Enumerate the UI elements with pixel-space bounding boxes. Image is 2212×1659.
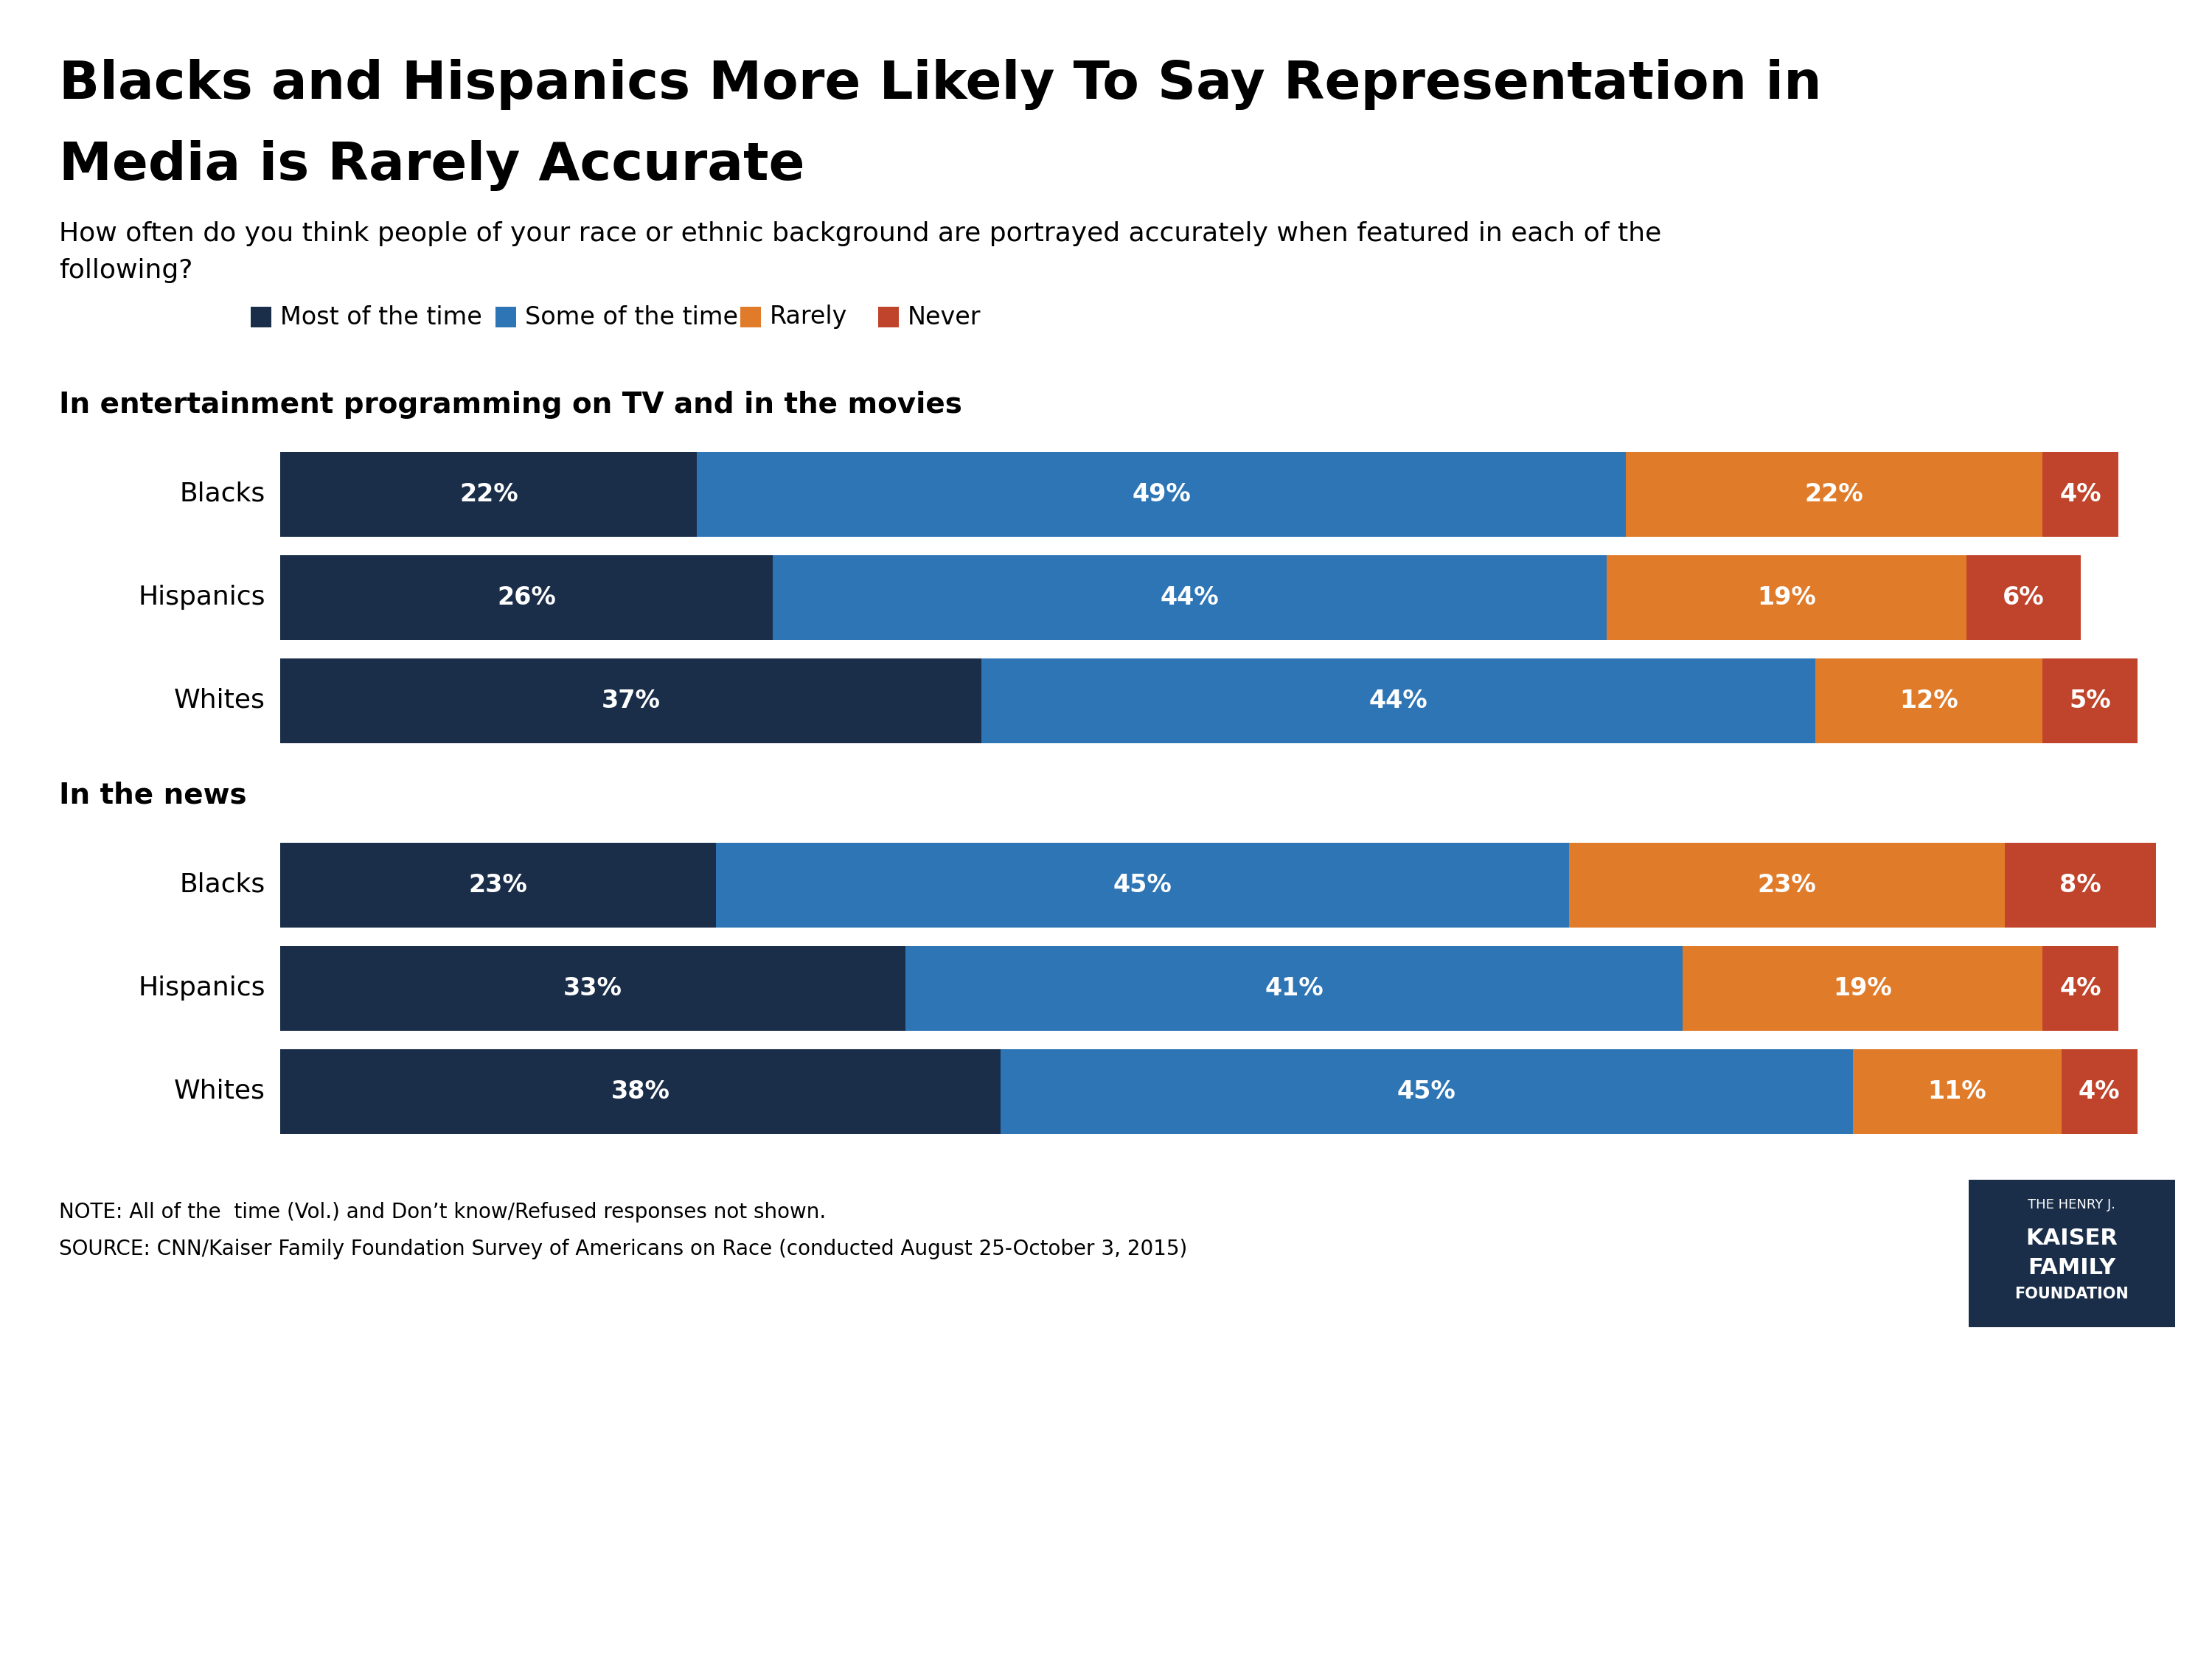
Text: Blacks: Blacks bbox=[179, 873, 265, 898]
Text: 44%: 44% bbox=[1161, 586, 1219, 609]
Text: 22%: 22% bbox=[1805, 481, 1863, 506]
Text: Most of the time: Most of the time bbox=[281, 305, 482, 328]
Text: Media is Rarely Accurate: Media is Rarely Accurate bbox=[60, 139, 805, 191]
Bar bbox=[250, 307, 272, 327]
Text: Whites: Whites bbox=[175, 1078, 265, 1103]
Text: 4%: 4% bbox=[2059, 481, 2101, 506]
Text: 6%: 6% bbox=[2002, 586, 2044, 609]
Text: 19%: 19% bbox=[1834, 975, 1891, 1000]
Bar bbox=[697, 451, 1626, 536]
Bar bbox=[1966, 554, 2079, 640]
Bar bbox=[741, 307, 761, 327]
Text: 49%: 49% bbox=[1133, 481, 1190, 506]
Text: Whites: Whites bbox=[175, 688, 265, 713]
Text: In entertainment programming on TV and in the movies: In entertainment programming on TV and i… bbox=[60, 392, 962, 418]
Bar bbox=[878, 307, 898, 327]
Text: SOURCE: CNN/Kaiser Family Foundation Survey of Americans on Race (conducted Augu: SOURCE: CNN/Kaiser Family Foundation Sur… bbox=[60, 1239, 1188, 1259]
Bar bbox=[772, 554, 1606, 640]
Text: THE HENRY J.: THE HENRY J. bbox=[2028, 1198, 2115, 1211]
Text: FAMILY: FAMILY bbox=[2028, 1258, 2117, 1279]
Text: 41%: 41% bbox=[1265, 975, 1323, 1000]
Text: How often do you think people of your race or ethnic background are portrayed ac: How often do you think people of your ra… bbox=[60, 221, 1661, 246]
Bar bbox=[1816, 659, 2042, 743]
Text: 45%: 45% bbox=[1113, 873, 1172, 898]
Text: Never: Never bbox=[907, 305, 982, 328]
Text: 5%: 5% bbox=[2068, 688, 2110, 713]
Bar bbox=[2004, 843, 2157, 927]
Bar bbox=[982, 659, 1816, 743]
Text: 23%: 23% bbox=[1756, 873, 1816, 898]
Bar bbox=[281, 843, 717, 927]
Bar bbox=[1969, 1180, 2174, 1327]
Text: Rarely: Rarely bbox=[770, 305, 847, 328]
Text: 44%: 44% bbox=[1369, 688, 1427, 713]
Text: 8%: 8% bbox=[2059, 873, 2101, 898]
Bar bbox=[1000, 1048, 1854, 1133]
Text: 38%: 38% bbox=[611, 1078, 670, 1103]
Text: 26%: 26% bbox=[498, 586, 555, 609]
Bar bbox=[281, 554, 772, 640]
Text: Hispanics: Hispanics bbox=[137, 975, 265, 1000]
Bar bbox=[281, 1048, 1000, 1133]
Bar bbox=[281, 659, 982, 743]
Text: 23%: 23% bbox=[469, 873, 526, 898]
Bar bbox=[1683, 946, 2042, 1030]
Bar bbox=[2042, 659, 2137, 743]
Text: Hispanics: Hispanics bbox=[137, 584, 265, 611]
Text: 12%: 12% bbox=[1900, 688, 1958, 713]
Text: 4%: 4% bbox=[2059, 975, 2101, 1000]
Text: following?: following? bbox=[60, 259, 192, 284]
Text: FOUNDATION: FOUNDATION bbox=[2015, 1287, 2128, 1301]
Text: 33%: 33% bbox=[564, 975, 622, 1000]
Bar bbox=[2042, 946, 2119, 1030]
Text: 4%: 4% bbox=[2079, 1078, 2119, 1103]
Bar bbox=[1854, 1048, 2062, 1133]
Text: 22%: 22% bbox=[460, 481, 518, 506]
Text: 11%: 11% bbox=[1929, 1078, 1986, 1103]
Bar bbox=[1606, 554, 1966, 640]
Text: Some of the time: Some of the time bbox=[524, 305, 739, 328]
Bar bbox=[2062, 1048, 2137, 1133]
Text: 45%: 45% bbox=[1398, 1078, 1455, 1103]
Bar bbox=[717, 843, 1568, 927]
Bar bbox=[1626, 451, 2042, 536]
Text: 37%: 37% bbox=[602, 688, 659, 713]
Text: Blacks and Hispanics More Likely To Say Representation in: Blacks and Hispanics More Likely To Say … bbox=[60, 60, 1823, 109]
Text: 19%: 19% bbox=[1756, 586, 1816, 609]
Text: KAISER: KAISER bbox=[2026, 1228, 2117, 1249]
Bar bbox=[2042, 451, 2119, 536]
Text: Blacks: Blacks bbox=[179, 481, 265, 506]
Text: NOTE: All of the  time (Vol.) and Don’t know/Refused responses not shown.: NOTE: All of the time (Vol.) and Don’t k… bbox=[60, 1201, 825, 1223]
Bar bbox=[905, 946, 1683, 1030]
Bar bbox=[495, 307, 515, 327]
Bar bbox=[1568, 843, 2004, 927]
Text: In the news: In the news bbox=[60, 781, 248, 810]
Bar bbox=[281, 451, 697, 536]
Bar bbox=[281, 946, 905, 1030]
